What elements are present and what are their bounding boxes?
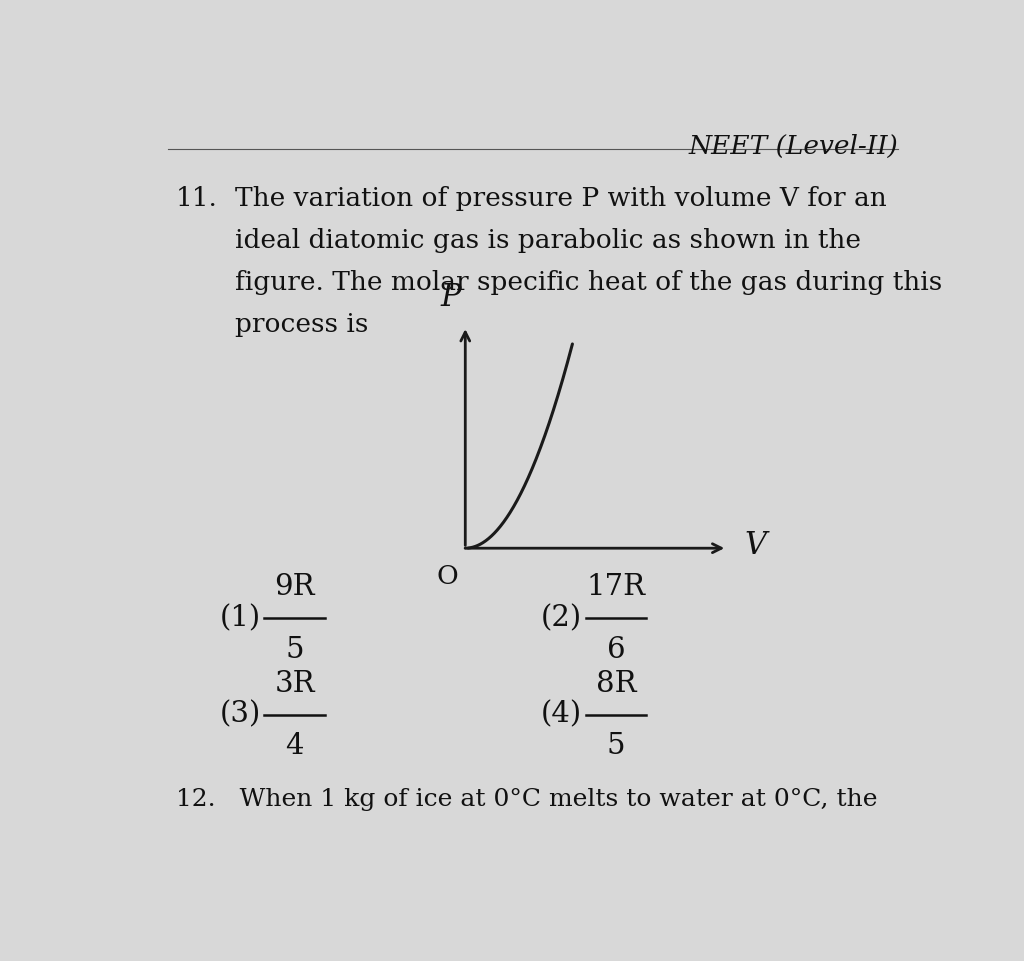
Text: 5: 5 bbox=[286, 635, 304, 663]
Text: (1): (1) bbox=[219, 604, 260, 632]
Text: 6: 6 bbox=[607, 635, 626, 663]
Text: process is: process is bbox=[236, 312, 369, 337]
Text: The variation of pressure P with volume V for an: The variation of pressure P with volume … bbox=[236, 185, 887, 210]
Text: (3): (3) bbox=[219, 701, 260, 728]
Text: (4): (4) bbox=[541, 701, 582, 728]
Text: 4: 4 bbox=[286, 731, 304, 760]
Text: ideal diatomic gas is parabolic as shown in the: ideal diatomic gas is parabolic as shown… bbox=[236, 228, 861, 253]
Text: 5: 5 bbox=[607, 731, 626, 760]
Text: NEET (Level-II): NEET (Level-II) bbox=[688, 134, 898, 159]
Text: 3R: 3R bbox=[274, 670, 315, 698]
Text: 17R: 17R bbox=[587, 574, 645, 602]
Text: (2): (2) bbox=[541, 604, 582, 632]
Text: 11.: 11. bbox=[176, 185, 217, 210]
Text: figure. The molar specific heat of the gas during this: figure. The molar specific heat of the g… bbox=[236, 270, 942, 295]
Text: 8R: 8R bbox=[596, 670, 636, 698]
Text: O: O bbox=[437, 564, 459, 589]
Text: V: V bbox=[744, 530, 767, 561]
Text: P: P bbox=[440, 282, 461, 313]
Text: 9R: 9R bbox=[274, 574, 315, 602]
Text: 12.   When 1 kg of ice at 0°C melts to water at 0°C, the: 12. When 1 kg of ice at 0°C melts to wat… bbox=[176, 788, 878, 811]
